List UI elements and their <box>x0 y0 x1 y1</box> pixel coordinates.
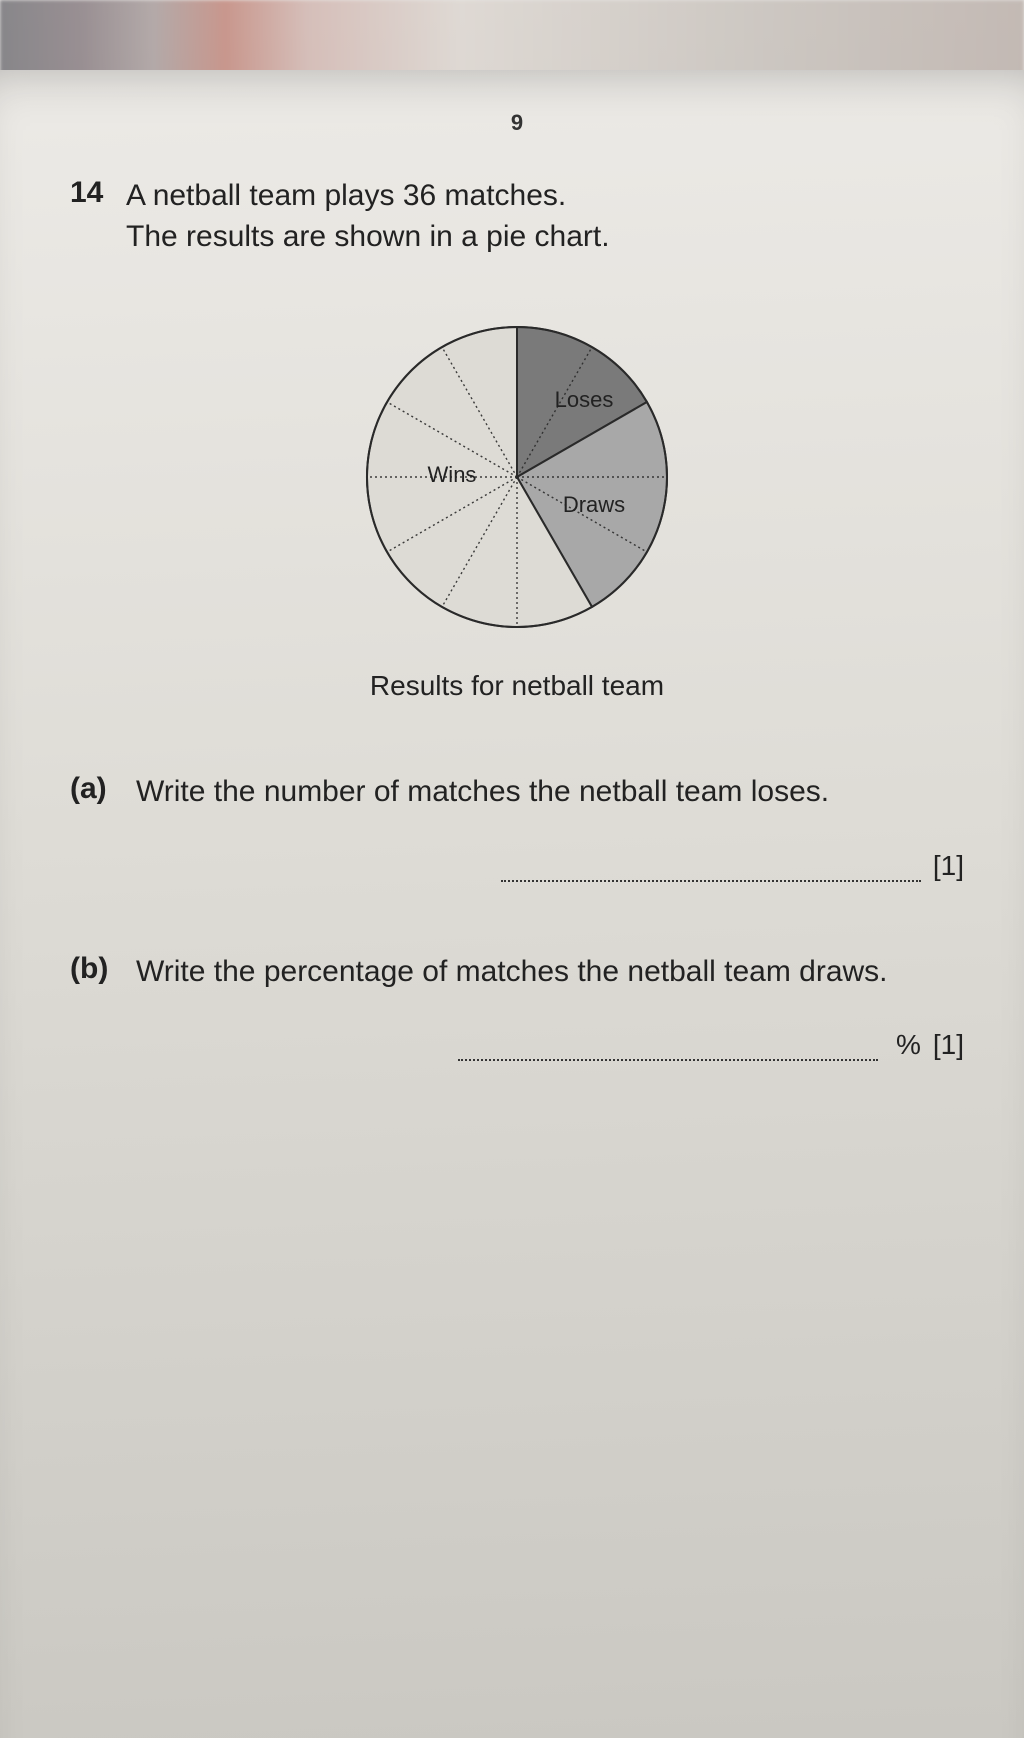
question-14: 14 A netball team plays 36 matches. The … <box>70 176 964 1061</box>
question-number: 14 <box>70 176 112 257</box>
pie-chart: Loses Draws Wins <box>352 312 682 642</box>
intro-line-2: The results are shown in a pie chart. <box>126 220 610 253</box>
svg-text:Wins: Wins <box>428 462 477 487</box>
sub-a-answer-line <box>501 876 921 882</box>
page-number: 9 <box>70 110 964 136</box>
intro-line-1: A netball team plays 36 matches. <box>126 179 566 212</box>
sub-a-text: Write the number of matches the netball … <box>136 772 829 813</box>
subquestion-a: (a) Write the number of matches the netb… <box>70 772 964 813</box>
sub-b-answer-row: % [1] <box>70 1000 964 1061</box>
subquestion-b: (b) Write the percentage of matches the … <box>70 952 964 993</box>
pie-chart-container: Loses Draws Wins Results for netball team <box>70 312 964 702</box>
sub-b-answer-line <box>458 1055 878 1061</box>
question-intro: A netball team plays 36 matches. The res… <box>126 176 610 257</box>
sub-b-unit: % <box>896 1029 921 1061</box>
svg-text:Draws: Draws <box>563 492 625 517</box>
chart-caption: Results for netball team <box>370 670 664 702</box>
sub-a-label: (a) <box>70 772 122 813</box>
svg-text:Loses: Loses <box>555 387 614 412</box>
worksheet-page: 9 14 A netball team plays 36 matches. Th… <box>0 70 1024 1738</box>
sub-b-marks: [1] <box>933 1029 964 1061</box>
sub-a-marks: [1] <box>933 850 964 882</box>
sub-b-text: Write the percentage of matches the netb… <box>136 952 888 993</box>
sub-a-answer-row: [1] <box>70 821 964 882</box>
sub-b-label: (b) <box>70 952 122 993</box>
